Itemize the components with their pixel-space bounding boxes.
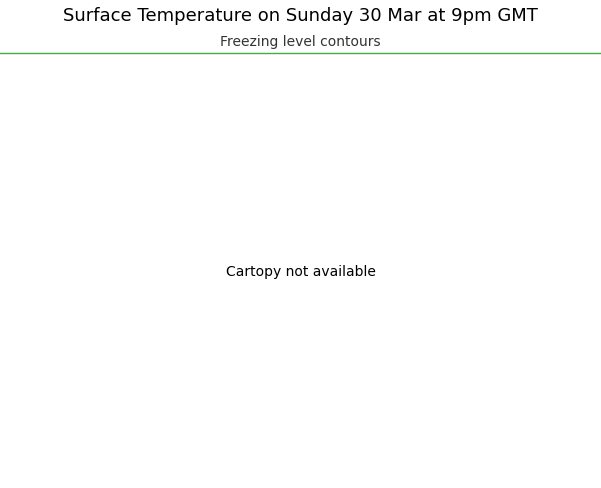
Text: Surface Temperature on Sunday 30 Mar at 9pm GMT: Surface Temperature on Sunday 30 Mar at … xyxy=(63,7,538,25)
Text: Cartopy not available: Cartopy not available xyxy=(225,265,376,279)
Text: Freezing level contours: Freezing level contours xyxy=(220,35,381,49)
